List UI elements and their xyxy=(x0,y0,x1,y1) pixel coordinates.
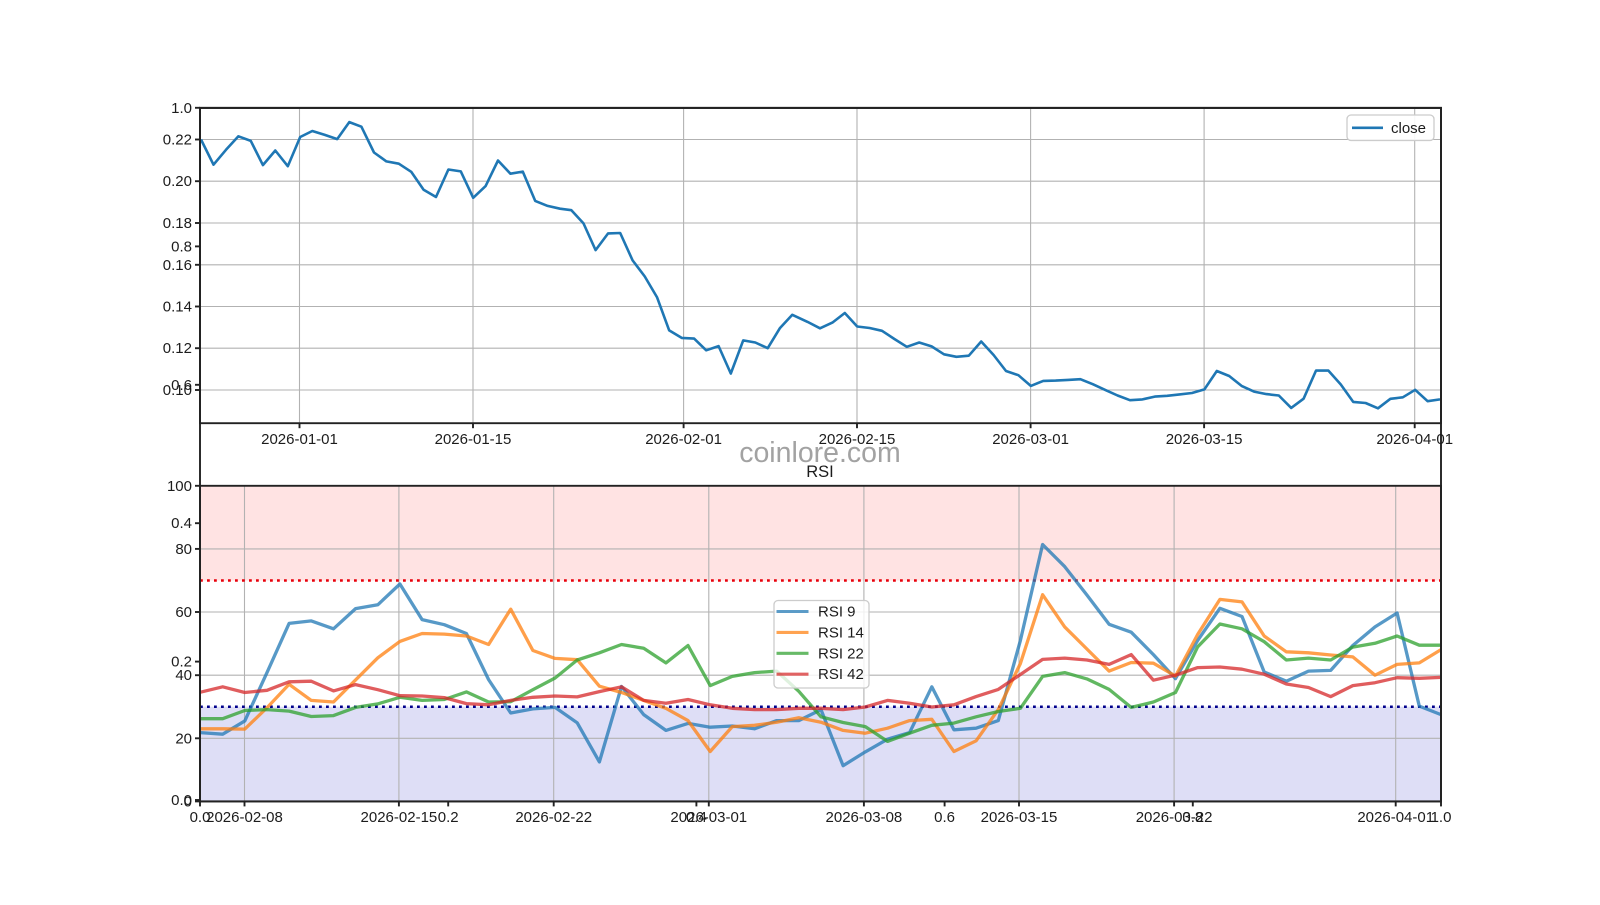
svg-text:0.14: 0.14 xyxy=(163,299,192,316)
svg-text:2026-03-01: 2026-03-01 xyxy=(992,431,1069,448)
svg-text:2026-03-15: 2026-03-15 xyxy=(1166,431,1243,448)
svg-text:0.12: 0.12 xyxy=(163,340,192,357)
svg-text:1.0: 1.0 xyxy=(171,100,192,117)
svg-text:1.0: 1.0 xyxy=(1431,809,1452,826)
svg-text:2026-01-15: 2026-01-15 xyxy=(435,431,512,448)
svg-text:2026-02-15: 2026-02-15 xyxy=(361,809,438,826)
svg-text:2026-01-01: 2026-01-01 xyxy=(261,431,338,448)
svg-text:2026-02-22: 2026-02-22 xyxy=(515,809,592,826)
svg-text:2026-02-15: 2026-02-15 xyxy=(819,431,896,448)
svg-text:2026-03-08: 2026-03-08 xyxy=(826,809,903,826)
svg-text:0.20: 0.20 xyxy=(163,173,192,190)
svg-text:RSI 14: RSI 14 xyxy=(818,624,864,641)
svg-text:0.22: 0.22 xyxy=(163,132,192,149)
svg-text:0.2: 0.2 xyxy=(171,654,192,671)
svg-text:RSI 42: RSI 42 xyxy=(818,666,864,683)
svg-text:2026-04-01: 2026-04-01 xyxy=(1357,809,1434,826)
svg-text:0.2: 0.2 xyxy=(438,809,459,826)
svg-text:60: 60 xyxy=(175,604,192,621)
svg-text:2026-03-01: 2026-03-01 xyxy=(670,809,747,826)
svg-text:0.4: 0.4 xyxy=(171,515,192,532)
svg-text:2026-04-01: 2026-04-01 xyxy=(1376,431,1453,448)
svg-text:coinlore.com: coinlore.com xyxy=(739,437,901,469)
svg-text:0.10: 0.10 xyxy=(163,382,192,399)
svg-text:2026-03-22: 2026-03-22 xyxy=(1136,809,1213,826)
svg-text:0.0: 0.0 xyxy=(190,809,211,826)
svg-text:2026-02-01: 2026-02-01 xyxy=(645,431,722,448)
svg-text:0.4: 0.4 xyxy=(686,809,707,826)
svg-text:20: 20 xyxy=(175,730,192,747)
svg-text:0.16: 0.16 xyxy=(163,257,192,274)
svg-text:80: 80 xyxy=(175,541,192,558)
svg-text:0.6: 0.6 xyxy=(934,809,955,826)
svg-text:close: close xyxy=(1391,120,1426,137)
svg-text:RSI 9: RSI 9 xyxy=(818,604,856,621)
svg-text:0.8: 0.8 xyxy=(171,238,192,255)
svg-text:0.0: 0.0 xyxy=(171,792,192,809)
svg-text:0.18: 0.18 xyxy=(163,215,192,232)
svg-text:0.8: 0.8 xyxy=(1182,809,1203,826)
svg-text:2026-03-15: 2026-03-15 xyxy=(981,809,1058,826)
svg-text:0.6: 0.6 xyxy=(171,377,192,394)
svg-text:100: 100 xyxy=(167,478,192,495)
svg-text:RSI: RSI xyxy=(806,463,834,481)
svg-text:0: 0 xyxy=(184,793,192,810)
svg-text:2026-02-08: 2026-02-08 xyxy=(206,809,283,826)
svg-text:RSI 22: RSI 22 xyxy=(818,645,864,662)
svg-text:40: 40 xyxy=(175,667,192,684)
